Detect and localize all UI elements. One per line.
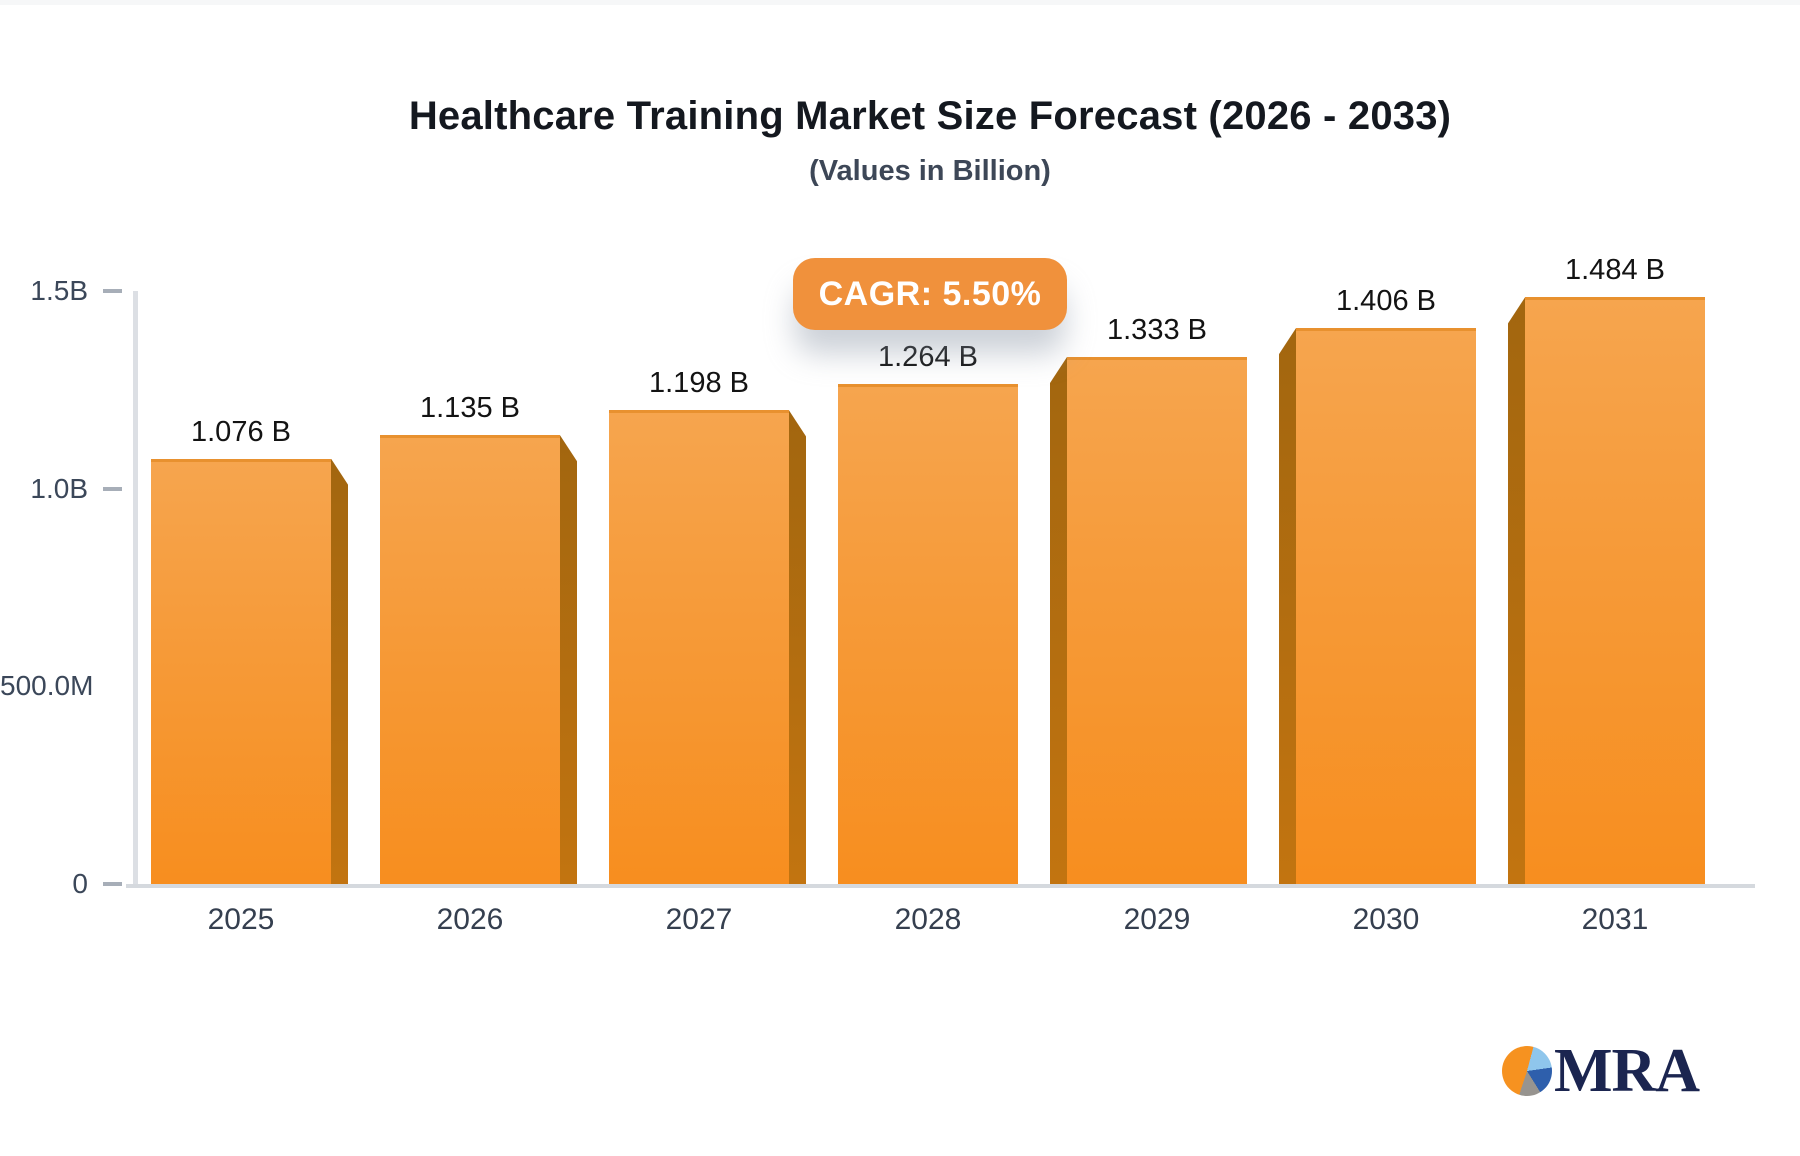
- bar-2025: [151, 458, 331, 884]
- bar-2026: [380, 435, 560, 884]
- x-axis-category-label: 2030: [1352, 903, 1420, 936]
- y-axis-tick-label: 500.0M: [0, 670, 94, 702]
- chart-title: Healthcare Training Market Size Forecast…: [408, 94, 1452, 138]
- chart-header: Healthcare Training Market Size Forecast…: [60, 0, 1800, 189]
- y-axis-tick-label: 1.5B: [30, 275, 88, 306]
- bar-3d-side-2026: [560, 435, 577, 884]
- x-axis-category-label: 2026: [436, 903, 504, 936]
- bar-3d-side-2031: [1508, 297, 1525, 884]
- bar-3d-side-2025: [331, 458, 348, 884]
- bar-2030: [1296, 328, 1476, 884]
- bar-value-label: 1.264 B: [878, 341, 978, 374]
- x-axis-category-label: 2029: [1123, 903, 1191, 936]
- bar-value-label: 1.333 B: [1107, 314, 1207, 347]
- x-axis-baseline: [126, 884, 1755, 888]
- brand-logo: MRA: [1502, 1037, 1700, 1105]
- x-axis-category-label: 2025: [207, 903, 275, 936]
- y-axis-line: [133, 291, 138, 884]
- pie-chart-logo-icon: [1502, 1046, 1552, 1096]
- y-axis-tick-label: 0: [72, 868, 88, 899]
- x-axis-category-label: 2031: [1581, 903, 1649, 936]
- bar-value-label: 1.076 B: [191, 415, 291, 448]
- page-top-strip: [0, 0, 1800, 5]
- bar-2029: [1067, 357, 1247, 884]
- cagr-badge-label: CAGR: 5.50%: [818, 274, 1042, 313]
- cagr-badge: CAGR: 5.50%: [793, 258, 1067, 330]
- bar-value-label: 1.484 B: [1565, 254, 1665, 287]
- bar-3d-side-2029: [1050, 357, 1067, 884]
- bar-value-label: 1.406 B: [1336, 285, 1436, 318]
- x-axis-category-label: 2027: [665, 903, 733, 936]
- bar-2028: [838, 384, 1018, 884]
- y-axis-tick-mark: [103, 289, 122, 293]
- bar-2027: [609, 410, 789, 884]
- bar-2031: [1525, 297, 1705, 884]
- bar-value-label: 1.198 B: [649, 367, 749, 400]
- y-axis-tick-label: 1.0B: [30, 472, 88, 504]
- bar-3d-side-2030: [1279, 328, 1296, 884]
- bar-3d-side-2027: [789, 410, 806, 884]
- y-axis-tick-mark: [103, 882, 122, 886]
- brand-logo-text: MRA: [1554, 1037, 1700, 1105]
- y-axis-tick-mark: [103, 486, 122, 491]
- bar-value-label: 1.135 B: [420, 392, 520, 425]
- chart-subtitle: (Values in Billion): [809, 155, 1051, 187]
- x-axis-category-label: 2028: [894, 903, 962, 936]
